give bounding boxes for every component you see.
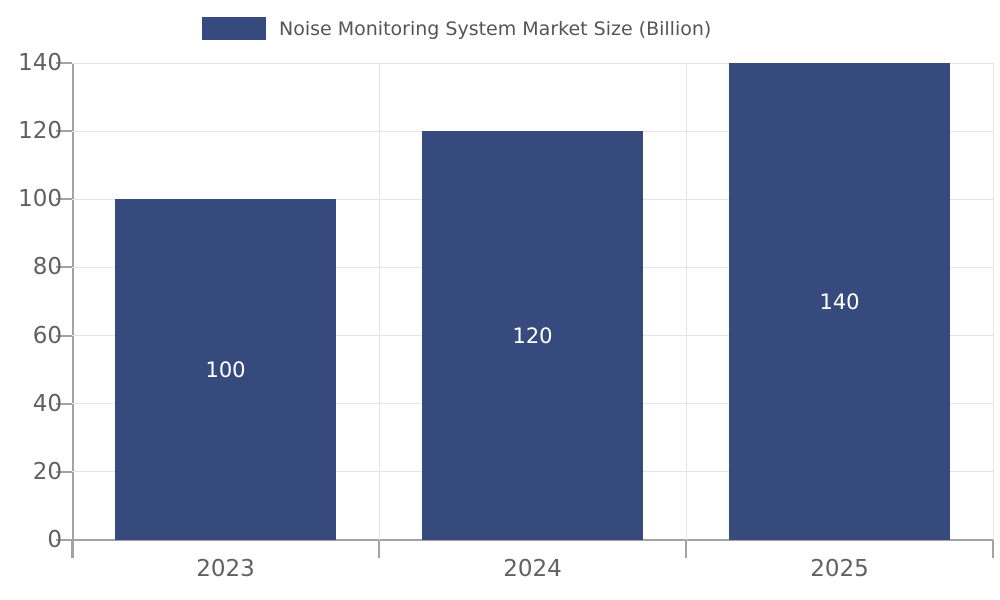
x-tick-label: 2023 [196,556,255,582]
x-axis-tick [685,540,687,558]
y-tick-label: 40 [32,390,62,417]
x-tick-label: 2025 [810,556,869,582]
y-axis-tick [56,130,72,133]
bar-2025 [728,63,950,540]
bar-2023 [114,199,336,540]
bar-value-label: 100 [205,357,246,382]
legend: Noise Monitoring System Market Size (Bil… [202,17,711,40]
x-tick-label: 2024 [503,556,562,582]
y-tick-label: 140 [18,50,62,76]
bar-value-label: 120 [512,323,553,348]
y-axis-tick [56,402,72,405]
x-axis-tick [992,540,994,558]
legend-label: Noise Monitoring System Market Size (Bil… [279,17,712,40]
bar-2024 [421,131,643,540]
x-gridline [685,63,687,540]
y-axis-tick [56,198,72,201]
y-axis-tick [56,470,72,473]
y-tick-label: 20 [32,458,62,485]
x-axis-tick [71,540,73,558]
y-tick-label: 100 [18,186,62,213]
y-axis-tick [56,539,72,541]
x-gridline [992,63,994,540]
bar-value-label: 140 [819,289,860,314]
x-axis-line [56,539,993,541]
y-tick-label: 60 [32,322,62,349]
y-axis-line [72,63,74,558]
y-axis-tick [56,62,72,64]
y-tick-label: 0 [47,527,62,553]
legend-swatch-icon [202,17,266,40]
y-axis-tick [56,266,72,269]
plot-area: 100 120 140 [72,62,994,540]
y-tick-label: 80 [32,254,62,281]
y-axis-tick [56,334,72,337]
y-gridline [72,62,993,64]
y-tick-label: 120 [18,118,62,145]
x-gridline [378,63,380,540]
x-axis-tick [378,540,380,558]
